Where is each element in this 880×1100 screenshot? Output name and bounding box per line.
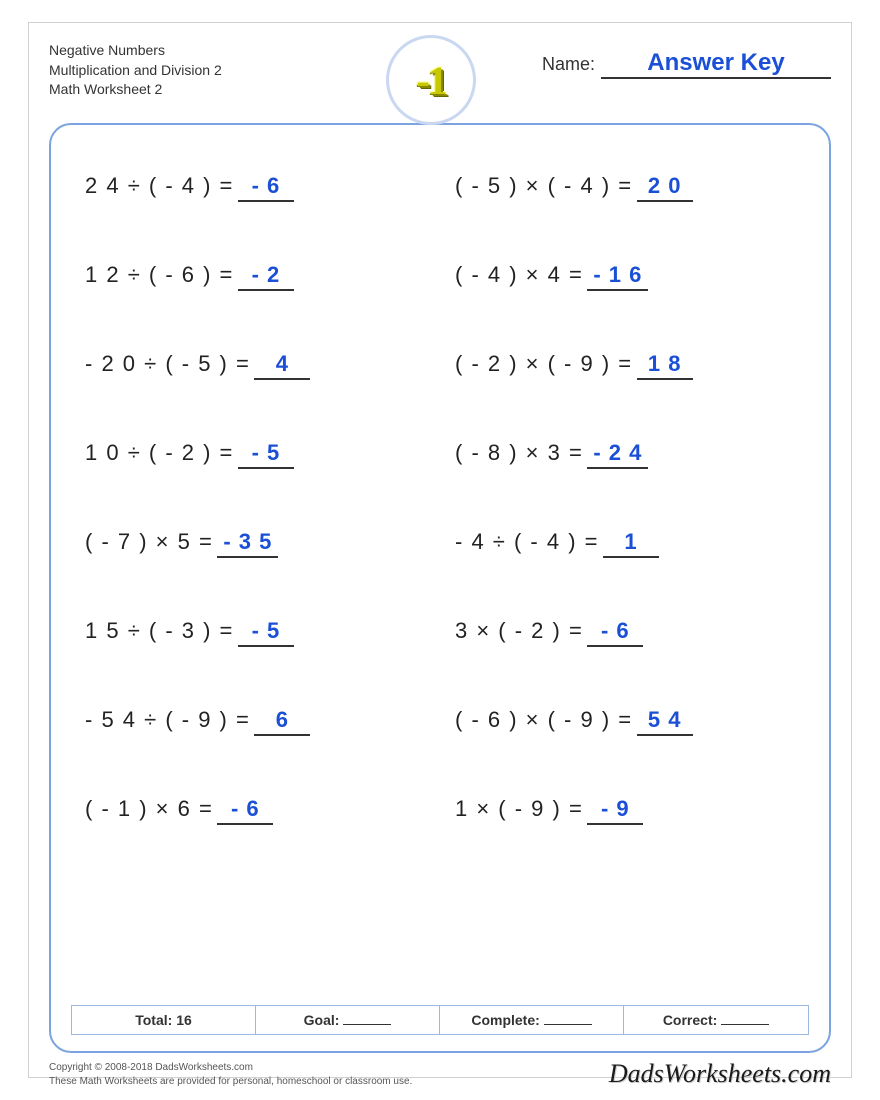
problem-answer: - 5 xyxy=(238,440,294,469)
problem-answer: 1 xyxy=(603,529,659,558)
problem-expr: - 5 4 ÷ ( - 9 ) = xyxy=(85,707,250,733)
footer: Copyright © 2008-2018 DadsWorksheets.com… xyxy=(49,1059,831,1089)
stat-complete: Complete: xyxy=(440,1006,624,1034)
problem-row: ( - 5 ) × ( - 4 ) =2 0 xyxy=(455,173,795,202)
problem-row: ( - 6 ) × ( - 9 ) =5 4 xyxy=(455,707,795,736)
title-line-2: Multiplication and Division 2 xyxy=(49,61,222,81)
copyright-text: Copyright © 2008-2018 DadsWorksheets.com xyxy=(49,1061,412,1075)
problem-answer: - 1 6 xyxy=(587,262,648,291)
problem-row: ( - 8 ) × 3 =- 2 4 xyxy=(455,440,795,469)
problem-expr: 3 × ( - 2 ) = xyxy=(455,618,583,644)
problem-row: ( - 1 ) × 6 =- 6 xyxy=(85,796,425,825)
problem-expr: 2 4 ÷ ( - 4 ) = xyxy=(85,173,234,199)
blank-line xyxy=(544,1024,592,1025)
title-line-1: Negative Numbers xyxy=(49,41,222,61)
problem-expr: ( - 4 ) × 4 = xyxy=(455,262,583,288)
footer-copy: Copyright © 2008-2018 DadsWorksheets.com… xyxy=(49,1061,412,1089)
problem-row: - 4 ÷ ( - 4 ) =1 xyxy=(455,529,795,558)
problem-expr: ( - 1 ) × 6 = xyxy=(85,796,213,822)
stat-goal: Goal: xyxy=(256,1006,440,1034)
problem-answer: 1 8 xyxy=(637,351,693,380)
answer-key-text: Answer Key xyxy=(647,49,784,76)
footer-note: These Math Worksheets are provided for p… xyxy=(49,1075,412,1089)
stat-total: Total: 16 xyxy=(72,1006,256,1034)
stats-bar: Total: 16 Goal: Complete: Correct: xyxy=(71,1005,809,1035)
problem-row: 1 2 ÷ ( - 6 ) =- 2 xyxy=(85,262,425,291)
problem-answer: - 6 xyxy=(238,173,294,202)
name-line: Answer Key xyxy=(601,49,831,79)
problem-answer: - 5 xyxy=(238,618,294,647)
problem-row: - 5 4 ÷ ( - 9 ) =6 xyxy=(85,707,425,736)
problem-expr: 1 5 ÷ ( - 3 ) = xyxy=(85,618,234,644)
logo-badge: -1 xyxy=(386,35,476,125)
problem-row: 1 5 ÷ ( - 3 ) =- 5 xyxy=(85,618,425,647)
problem-row: ( - 2 ) × ( - 9 ) =1 8 xyxy=(455,351,795,380)
title-line-3: Math Worksheet 2 xyxy=(49,80,222,100)
problem-expr: 1 × ( - 9 ) = xyxy=(455,796,583,822)
problem-row: 3 × ( - 2 ) =- 6 xyxy=(455,618,795,647)
blank-line xyxy=(343,1024,391,1025)
stat-correct: Correct: xyxy=(624,1006,808,1034)
content-frame: 2 4 ÷ ( - 4 ) =- 6 ( - 5 ) × ( - 4 ) =2 … xyxy=(49,123,831,1053)
problems-grid: 2 4 ÷ ( - 4 ) =- 6 ( - 5 ) × ( - 4 ) =2 … xyxy=(85,155,795,825)
problem-row: ( - 7 ) × 5 =- 3 5 xyxy=(85,529,425,558)
problem-row: ( - 4 ) × 4 =- 1 6 xyxy=(455,262,795,291)
problem-expr: 1 2 ÷ ( - 6 ) = xyxy=(85,262,234,288)
problem-expr: ( - 7 ) × 5 = xyxy=(85,529,213,555)
problem-answer: 4 xyxy=(254,351,310,380)
problem-expr: 1 0 ÷ ( - 2 ) = xyxy=(85,440,234,466)
problem-answer: 2 0 xyxy=(637,173,693,202)
logo-text: -1 xyxy=(416,57,445,104)
problem-answer: 5 4 xyxy=(637,707,693,736)
name-block: Name: Answer Key xyxy=(542,49,831,79)
problem-expr: ( - 8 ) × 3 = xyxy=(455,440,583,466)
problem-answer: - 6 xyxy=(217,796,273,825)
problem-answer: - 2 4 xyxy=(587,440,648,469)
problem-expr: ( - 6 ) × ( - 9 ) = xyxy=(455,707,633,733)
problem-answer: - 2 xyxy=(238,262,294,291)
brand-logo-text: DadsWorksheets.com xyxy=(609,1059,831,1089)
problem-row: 1 0 ÷ ( - 2 ) =- 5 xyxy=(85,440,425,469)
problem-expr: ( - 5 ) × ( - 4 ) = xyxy=(455,173,633,199)
problem-answer: - 3 5 xyxy=(217,529,278,558)
worksheet-page: Negative Numbers Multiplication and Divi… xyxy=(28,22,852,1078)
problem-expr: ( - 2 ) × ( - 9 ) = xyxy=(455,351,633,377)
problem-answer: - 9 xyxy=(587,796,643,825)
problem-row: - 2 0 ÷ ( - 5 ) =4 xyxy=(85,351,425,380)
problem-answer: - 6 xyxy=(587,618,643,647)
problem-expr: - 4 ÷ ( - 4 ) = xyxy=(455,529,599,555)
problem-expr: - 2 0 ÷ ( - 5 ) = xyxy=(85,351,250,377)
problem-answer: 6 xyxy=(254,707,310,736)
problem-row: 1 × ( - 9 ) =- 9 xyxy=(455,796,795,825)
title-block: Negative Numbers Multiplication and Divi… xyxy=(49,41,222,100)
name-label: Name: xyxy=(542,54,595,75)
header: Negative Numbers Multiplication and Divi… xyxy=(49,41,831,131)
blank-line xyxy=(721,1024,769,1025)
problem-row: 2 4 ÷ ( - 4 ) =- 6 xyxy=(85,173,425,202)
